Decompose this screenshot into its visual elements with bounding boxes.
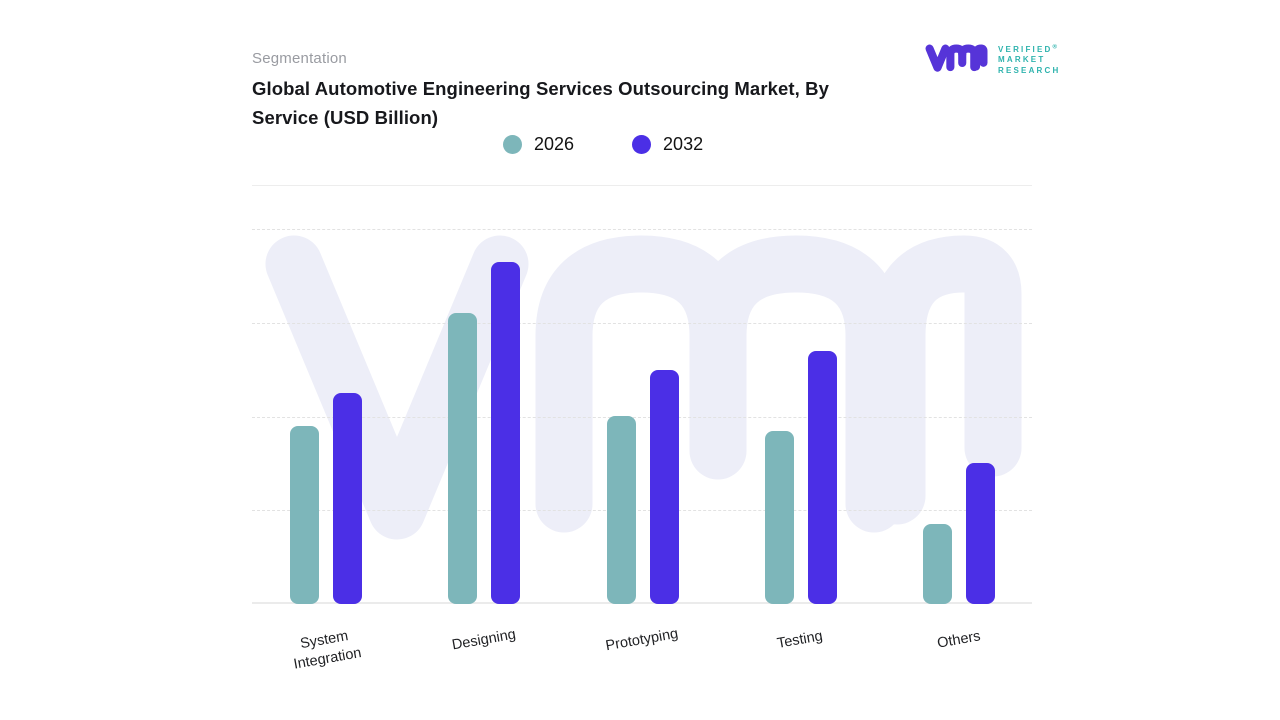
gridline (252, 229, 1032, 230)
x-axis-label-system-integration: System Integration (291, 628, 363, 673)
x-axis-label-prototyping: Prototyping (604, 625, 680, 655)
legend-label-2026: 2026 (534, 134, 575, 154)
segmentation-eyebrow: Segmentation (252, 50, 347, 67)
legend-label-2032: 2032 (663, 134, 704, 154)
vmr-logo-icon (925, 44, 988, 72)
bar-2032-system-integration[interactable] (333, 393, 362, 604)
bar-2032-prototyping[interactable] (649, 370, 679, 604)
bar-2026-others[interactable] (923, 524, 952, 604)
legend-item-2032[interactable]: 2032 (632, 134, 703, 155)
bar-2026-designing[interactable] (448, 313, 478, 604)
bar-2026-system-integration[interactable] (290, 426, 319, 604)
vmr-logo: VERIFIED® MARKET RESEARCH (924, 36, 1061, 80)
x-axis-label-designing: Designing (450, 626, 517, 654)
chart-title: Global Automotive Engineering Services O… (252, 78, 829, 128)
gridline (252, 510, 1032, 512)
legend-dot-2032 (632, 135, 652, 154)
bar-2026-testing[interactable] (764, 431, 794, 604)
gridline (252, 416, 1032, 418)
bar-2026-prototyping[interactable] (606, 416, 636, 604)
vmr-logo-text: VERIFIED® MARKET RESEARCH (998, 40, 1061, 76)
vmr-watermark-icon (265, 235, 1022, 540)
bar-2032-testing[interactable] (807, 351, 837, 604)
bar-2032-others[interactable] (966, 463, 995, 604)
x-axis-line (252, 602, 1032, 604)
chart-legend: 2026 2032 (503, 134, 703, 155)
x-axis: System Integration Designing Prototyping Te… (252, 617, 1032, 697)
registered-mark: ® (1052, 43, 1057, 50)
legend-item-2026[interactable]: 2026 (503, 134, 574, 155)
logo-line-verified: VERIFIED® MARKET RESEARCH (998, 43, 1061, 75)
legend-dot-2026 (503, 135, 522, 154)
x-axis-label-testing: Testing (776, 628, 825, 652)
gridline (252, 322, 1032, 324)
bar-2032-designing[interactable] (491, 262, 521, 604)
x-axis-label-others: Others (935, 628, 982, 652)
chart-plot (252, 185, 1032, 604)
